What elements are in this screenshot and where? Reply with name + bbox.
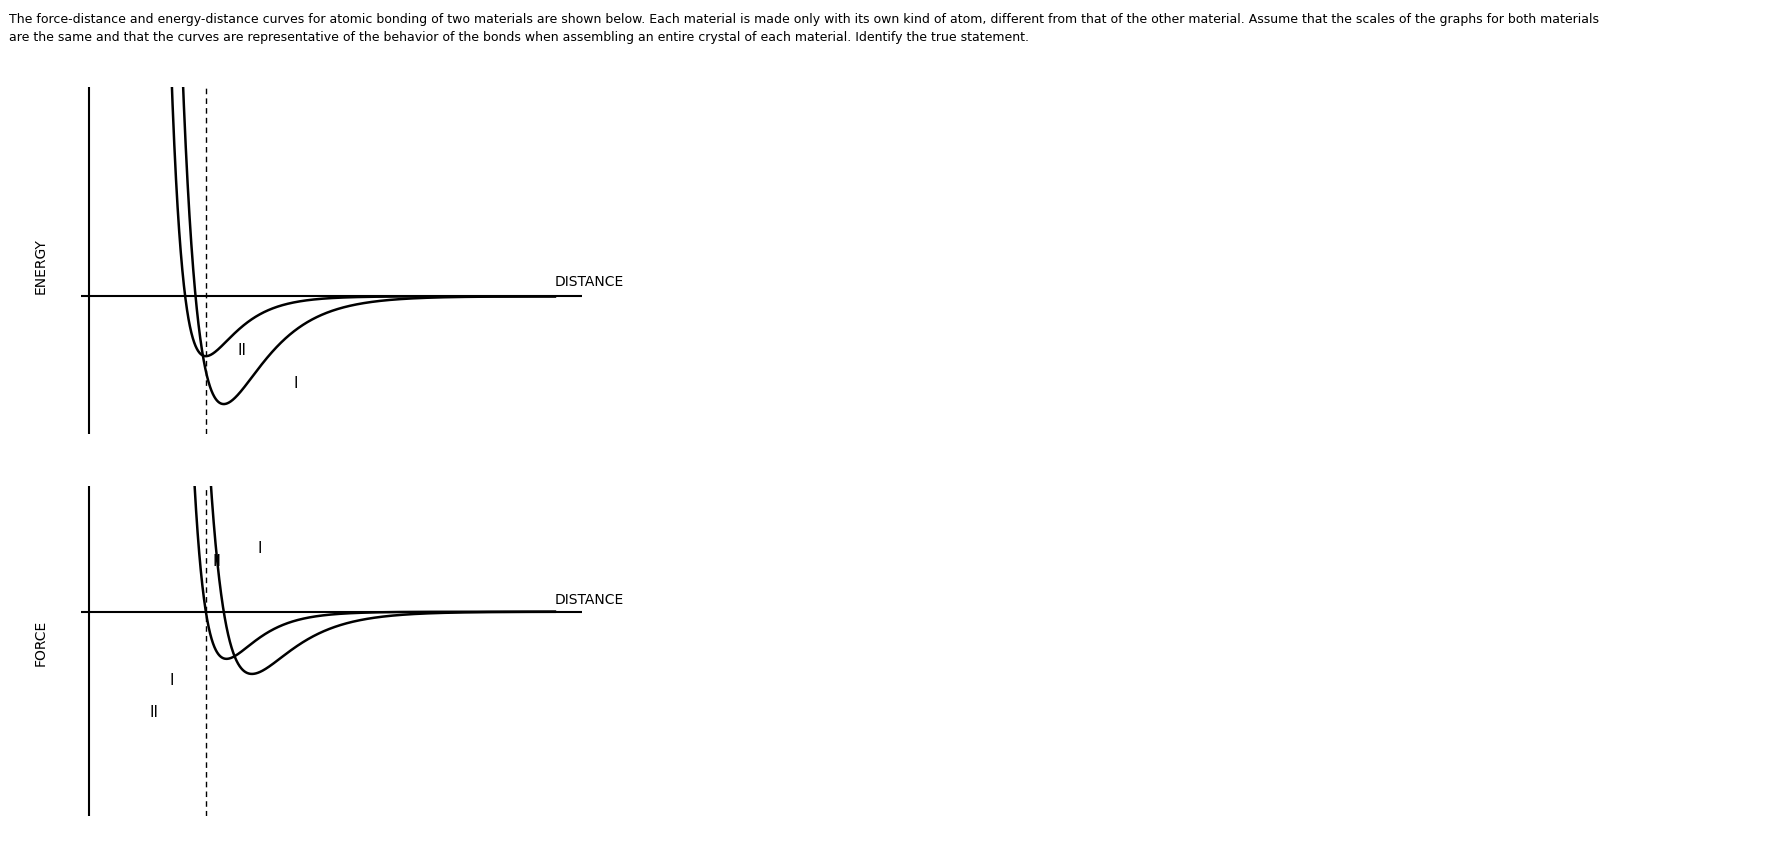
Text: DISTANCE: DISTANCE [555, 593, 624, 607]
Text: FORCE: FORCE [34, 620, 47, 667]
Text: The force-distance and energy-distance curves for atomic bonding of two material: The force-distance and energy-distance c… [9, 13, 1598, 44]
Text: I: I [293, 376, 297, 391]
Text: II: II [211, 554, 222, 569]
Text: II: II [236, 343, 247, 358]
Text: ENERGY: ENERGY [34, 239, 47, 294]
Text: DISTANCE: DISTANCE [555, 275, 624, 289]
Text: I: I [258, 542, 261, 556]
Text: I: I [170, 674, 174, 688]
Text: II: II [148, 705, 159, 720]
